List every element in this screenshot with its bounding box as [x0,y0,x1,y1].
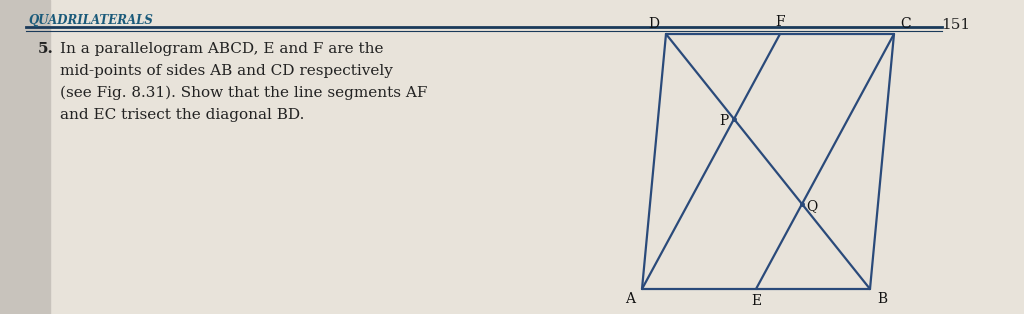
Text: and EC trisect the diagonal BD.: and EC trisect the diagonal BD. [60,108,304,122]
Text: A: A [625,292,635,306]
Text: 5.: 5. [38,42,54,56]
Text: mid-points of sides AB and CD respectively: mid-points of sides AB and CD respective… [60,64,393,78]
Text: C: C [901,17,911,31]
Text: In a parallelogram ABCD, E and F are the: In a parallelogram ABCD, E and F are the [60,42,384,56]
Text: F: F [775,15,784,29]
Bar [0,0,50,314]
Text: Q: Q [806,199,817,213]
Text: (see Fig. 8.31). Show that the line segments AF: (see Fig. 8.31). Show that the line segm… [60,86,427,100]
Text: D: D [648,17,659,31]
Text: E: E [751,294,761,308]
Text: P: P [720,114,729,128]
Text: B: B [877,292,887,306]
Text: 151: 151 [941,18,970,32]
Text: QUADRILATERALS: QUADRILATERALS [28,14,153,27]
